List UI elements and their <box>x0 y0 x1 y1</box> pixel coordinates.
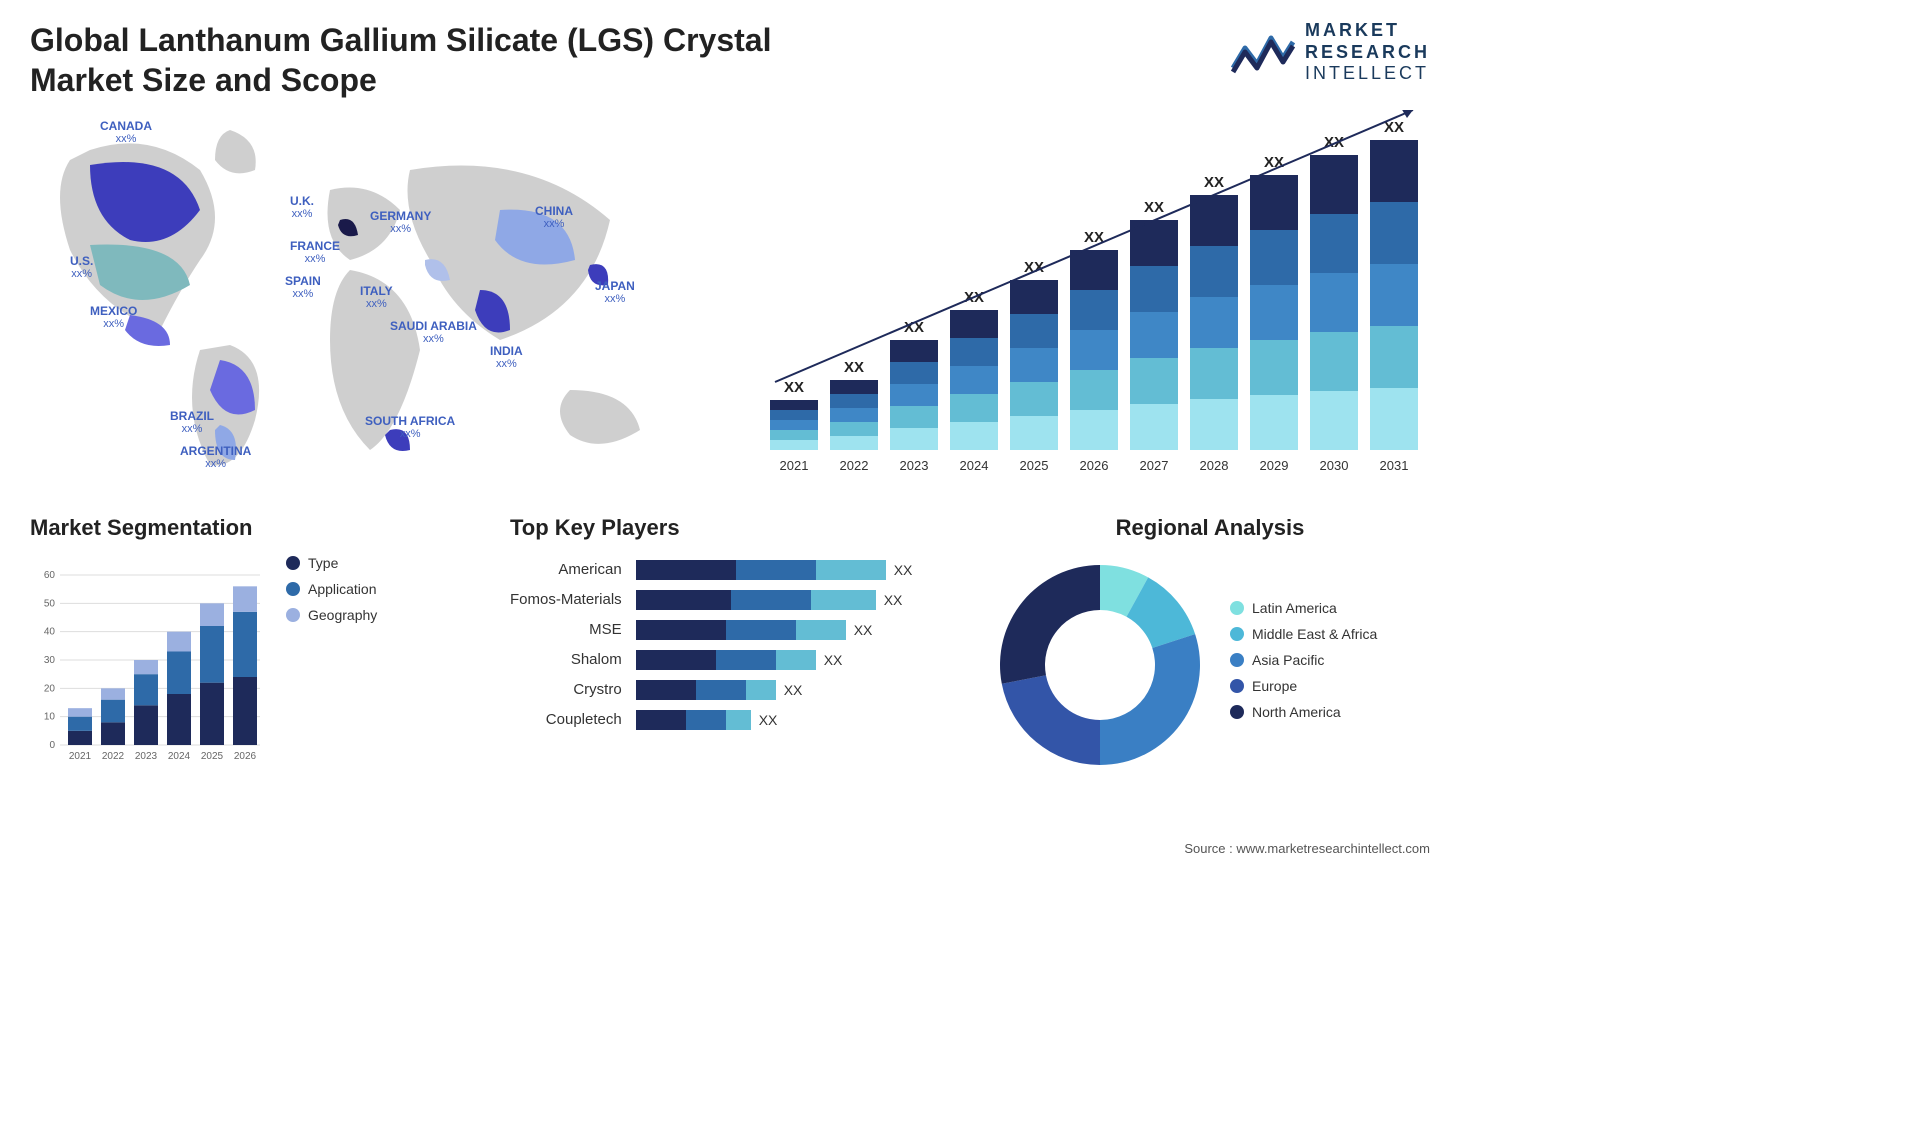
svg-text:XX: XX <box>844 359 864 376</box>
svg-text:2025: 2025 <box>201 751 224 762</box>
player-label: Shalom <box>510 645 622 675</box>
brand-logo: MARKET RESEARCH INTELLECT <box>1231 20 1430 85</box>
regional-legend: Latin America Middle East & Africa Asia Pa… <box>1230 600 1377 730</box>
segmentation-legend: Type Application Geography <box>286 555 377 765</box>
svg-text:2021: 2021 <box>780 458 809 473</box>
svg-text:2022: 2022 <box>840 458 869 473</box>
regional-title: Regional Analysis <box>990 515 1430 541</box>
map-country-label: U.K.xx% <box>290 195 314 220</box>
legend-item: Type <box>286 555 377 571</box>
players-labels: AmericanFomos-MaterialsMSEShalomCrystroC… <box>510 555 622 735</box>
players-panel: Top Key Players AmericanFomos-MaterialsM… <box>510 515 950 775</box>
world-map-icon <box>30 110 670 480</box>
map-country-label: GERMANYxx% <box>370 210 431 235</box>
players-title: Top Key Players <box>510 515 950 541</box>
map-country-label: ITALYxx% <box>360 285 393 310</box>
players-bars: XXXXXXXXXXXX <box>636 555 916 735</box>
page-title: Global Lanthanum Gallium Silicate (LGS) … <box>30 20 810 100</box>
map-country-label: SPAINxx% <box>285 275 321 300</box>
map-country-label: CANADAxx% <box>100 120 152 145</box>
map-country-label: MEXICOxx% <box>90 305 137 330</box>
svg-text:2025: 2025 <box>1020 458 1049 473</box>
map-country-label: SOUTH AFRICAxx% <box>365 415 455 440</box>
svg-text:2027: 2027 <box>1140 458 1169 473</box>
svg-text:40: 40 <box>44 627 56 638</box>
map-country-label: JAPANxx% <box>595 280 635 305</box>
svg-text:2023: 2023 <box>900 458 929 473</box>
svg-text:2024: 2024 <box>960 458 989 473</box>
player-bar-row: XX <box>636 615 916 645</box>
svg-text:20: 20 <box>44 683 56 694</box>
map-country-label: FRANCExx% <box>290 240 340 265</box>
svg-text:2026: 2026 <box>1080 458 1109 473</box>
svg-text:2022: 2022 <box>102 751 125 762</box>
world-map-block: CANADAxx% U.S.xx% MEXICOxx% BRAZILxx% ARGENT… <box>30 110 710 485</box>
svg-text:XX: XX <box>904 319 924 336</box>
svg-text:2026: 2026 <box>234 751 257 762</box>
svg-text:XX: XX <box>1324 134 1344 151</box>
legend-item: Geography <box>286 607 377 623</box>
segmentation-chart: 0 10 20 30 40 50 60 2021 2022 2023 2024 2025 2026 <box>30 555 270 765</box>
svg-text:2024: 2024 <box>168 751 191 762</box>
svg-text:10: 10 <box>44 712 56 723</box>
legend-item: Europe <box>1230 678 1377 694</box>
player-bar-row: XX <box>636 585 916 615</box>
segmentation-title: Market Segmentation <box>30 515 470 541</box>
map-country-label: BRAZILxx% <box>170 410 214 435</box>
logo-mark-icon <box>1231 28 1295 76</box>
svg-text:2030: 2030 <box>1320 458 1349 473</box>
legend-item: Latin America <box>1230 600 1377 616</box>
player-label: Coupletech <box>510 705 622 735</box>
logo-text: MARKET RESEARCH INTELLECT <box>1305 20 1430 85</box>
svg-text:30: 30 <box>44 655 56 666</box>
legend-item: Application <box>286 581 377 597</box>
svg-text:2031: 2031 <box>1380 458 1409 473</box>
legend-item: Asia Pacific <box>1230 652 1377 668</box>
player-label: Crystro <box>510 675 622 705</box>
svg-text:2029: 2029 <box>1260 458 1289 473</box>
svg-text:50: 50 <box>44 598 56 609</box>
player-label: MSE <box>510 615 622 645</box>
legend-item: Middle East & Africa <box>1230 626 1377 642</box>
player-bar-row: XX <box>636 555 916 585</box>
svg-text:2023: 2023 <box>135 751 158 762</box>
player-label: American <box>510 555 622 585</box>
regional-donut-chart <box>990 555 1210 775</box>
map-country-label: INDIAxx% <box>490 345 523 370</box>
player-label: Fomos-Materials <box>510 585 622 615</box>
svg-text:XX: XX <box>784 379 804 396</box>
player-bar-row: XX <box>636 645 916 675</box>
map-country-label: U.S.xx% <box>70 255 93 280</box>
svg-text:2028: 2028 <box>1200 458 1229 473</box>
player-bar-row: XX <box>636 705 916 735</box>
svg-text:60: 60 <box>44 570 56 581</box>
svg-text:XX: XX <box>1204 174 1224 191</box>
source-attribution: Source : www.marketresearchintellect.com <box>1184 841 1430 856</box>
legend-item: North America <box>1230 704 1377 720</box>
svg-text:XX: XX <box>1144 199 1164 216</box>
map-country-label: SAUDI ARABIAxx% <box>390 320 477 345</box>
svg-text:XX: XX <box>1024 259 1044 276</box>
svg-text:0: 0 <box>49 740 55 751</box>
regional-panel: Regional Analysis Latin America Middle Ea… <box>990 515 1430 775</box>
map-country-label: CHINAxx% <box>535 205 573 230</box>
segmentation-panel: Market Segmentation 0 10 20 30 40 50 60 2021 202… <box>30 515 470 775</box>
growth-bar-chart: XX 2021 XX 2022 XX 2023 XX 2024 XX 2025 XX 2026 XX 20… <box>750 110 1430 485</box>
map-country-label: ARGENTINAxx% <box>180 445 251 470</box>
player-bar-row: XX <box>636 675 916 705</box>
svg-text:2021: 2021 <box>69 751 92 762</box>
